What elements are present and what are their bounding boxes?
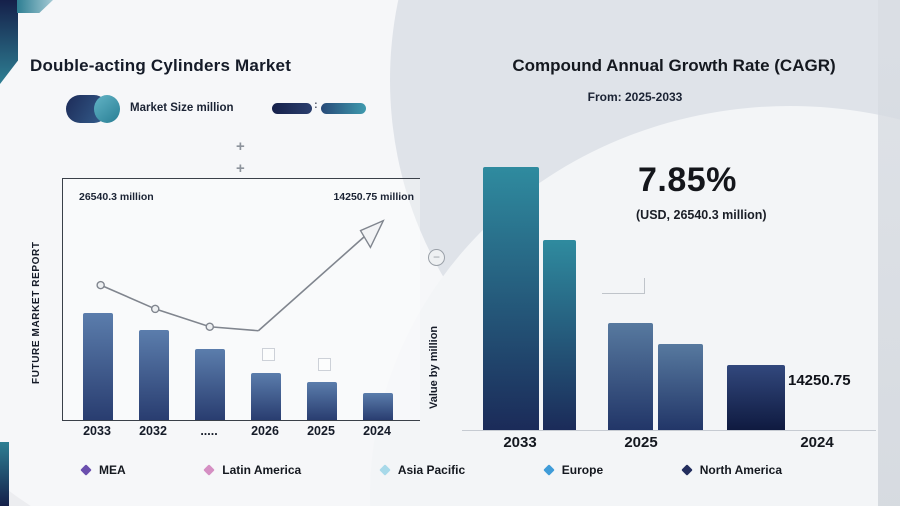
left-xlabel-.....: .....	[200, 424, 218, 438]
left-xlabel-2032: 2032	[139, 424, 167, 438]
legend-item-europe: Europe	[543, 463, 604, 477]
square-decoration	[318, 358, 331, 371]
left-bar-2025	[307, 382, 337, 420]
legend-label: Latin America	[222, 463, 302, 477]
pill-separator: :	[314, 99, 318, 111]
cagr-title: Compound Annual Growth Rate (CAGR)	[512, 56, 836, 75]
left-xlabel-2026: 2026	[251, 424, 279, 438]
legend-item-mea: MEA	[80, 463, 126, 477]
value-by-million-label: Value by million	[428, 325, 440, 409]
plus-decoration-icon: +	[236, 138, 245, 155]
pill-teal-icon	[321, 103, 366, 114]
future-market-report-label: FUTURE MARKET REPORT	[31, 241, 42, 385]
cagr-usd-detail: (USD, 26540.3 million)	[636, 208, 767, 222]
left-bar-.....	[195, 349, 225, 420]
left-xlabel-2025: 2025	[307, 424, 335, 438]
accent-ribbon-bottom-left	[0, 442, 9, 506]
legend-label: Asia Pacific	[397, 463, 466, 477]
left-xlabel-2033: 2033	[83, 424, 111, 438]
cagr-percentage: 7.85%	[638, 161, 737, 199]
diamond-icon	[543, 464, 555, 476]
legend-label: Europe	[561, 463, 604, 477]
legend-item-north-america: North America	[681, 463, 782, 477]
region-legend: MEA Latin America Asia Pacific Europe North …	[80, 463, 782, 477]
diamond-icon	[80, 464, 92, 476]
value-label-2024: 14250.75	[788, 372, 851, 389]
annotation-2024-value: 14250.75 million	[333, 191, 414, 203]
cagr-subtitle: From: 2025-2033	[587, 90, 683, 104]
bg-right-strip	[878, 0, 900, 506]
legend-item-asia-pacific: Asia Pacific	[379, 463, 466, 477]
left-xlabel-2024: 2024	[363, 424, 391, 438]
left-bar-2032	[139, 330, 169, 420]
cylinder-cap-icon	[94, 95, 120, 123]
pill-navy-icon	[272, 103, 312, 114]
market-size-chart: 26540.3 million 14250.75 million	[62, 178, 420, 421]
accent-ribbon-top-left	[0, 0, 18, 84]
plus-decoration-icon: +	[236, 160, 245, 177]
left-chart-bars	[63, 179, 420, 420]
market-size-legend-label: Market Size million	[130, 102, 234, 114]
left-bar-2033	[83, 313, 113, 420]
cylinder-icon	[66, 93, 122, 125]
diamond-icon	[203, 464, 215, 476]
square-decoration	[262, 348, 275, 361]
trend-arrow	[96, 219, 385, 332]
diamond-icon	[681, 464, 693, 476]
annotation-2033-value: 26540.3 million	[79, 191, 154, 203]
legend-item-latin-america: Latin America	[203, 463, 302, 477]
page-title: Double-acting Cylinders Market	[30, 56, 292, 75]
circle-minus-icon: −	[428, 249, 445, 266]
left-chart-x-axis: 2033 2032..... 2026 2025 2024	[62, 424, 420, 444]
legend-label: MEA	[99, 463, 126, 477]
right-chart-baseline	[462, 430, 876, 431]
left-bar-2024	[363, 393, 393, 420]
step-line-decoration	[602, 278, 645, 294]
left-bar-2026	[251, 373, 281, 420]
diamond-icon	[379, 464, 391, 476]
legend-label: North America	[699, 463, 782, 477]
